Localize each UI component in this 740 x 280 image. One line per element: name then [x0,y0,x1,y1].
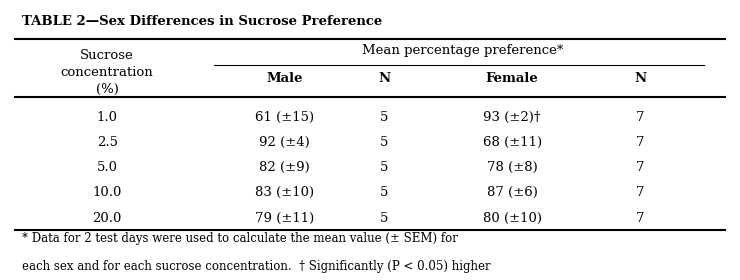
Text: Mean percentage preference*: Mean percentage preference* [362,44,563,57]
Text: 5: 5 [380,212,388,225]
Text: 83 (±10): 83 (±10) [255,186,314,199]
Text: 5: 5 [380,161,388,174]
Text: 87 (±6): 87 (±6) [487,186,537,199]
Text: 20.0: 20.0 [92,212,122,225]
Text: N: N [634,72,646,85]
Text: 79 (±11): 79 (±11) [255,212,314,225]
Text: 5.0: 5.0 [97,161,118,174]
Text: 5: 5 [380,136,388,149]
Text: Female: Female [485,72,539,85]
Text: 93 (±2)†: 93 (±2)† [483,111,541,123]
Text: TABLE 2—Sex Differences in Sucrose Preference: TABLE 2—Sex Differences in Sucrose Prefe… [22,15,382,28]
Text: 92 (±4): 92 (±4) [260,136,310,149]
Text: 7: 7 [636,111,645,123]
Text: 1.0: 1.0 [97,111,118,123]
Text: Male: Male [266,72,303,85]
Text: 82 (±9): 82 (±9) [260,161,310,174]
Text: 61 (±15): 61 (±15) [255,111,314,123]
Text: 7: 7 [636,186,645,199]
Text: 68 (±11): 68 (±11) [482,136,542,149]
Text: N: N [378,72,390,85]
Text: 10.0: 10.0 [92,186,122,199]
Text: 78 (±8): 78 (±8) [487,161,537,174]
Text: 7: 7 [636,136,645,149]
Text: Sucrose
concentration
(%): Sucrose concentration (%) [61,49,153,95]
Text: * Data for 2 test days were used to calculate the mean value (± SEM) for: * Data for 2 test days were used to calc… [22,232,458,245]
Text: 5: 5 [380,186,388,199]
Text: 5: 5 [380,111,388,123]
Text: each sex and for each sucrose concentration.  † Significantly (P < 0.05) higher: each sex and for each sucrose concentrat… [22,260,491,273]
Text: 2.5: 2.5 [97,136,118,149]
Text: 7: 7 [636,212,645,225]
Text: 7: 7 [636,161,645,174]
Text: 80 (±10): 80 (±10) [482,212,542,225]
